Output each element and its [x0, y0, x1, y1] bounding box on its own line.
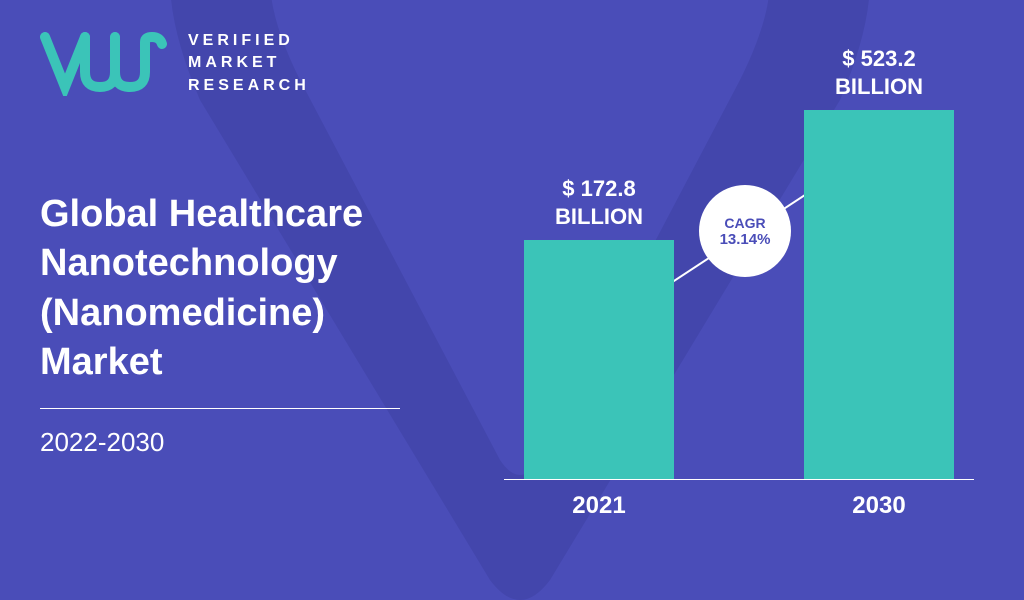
bar-2030-unit: BILLION	[835, 74, 923, 99]
bar-2030-prefix: $	[842, 46, 854, 71]
bar-2021-value: 172.8	[581, 176, 636, 201]
cagr-badge: CAGR 13.14%	[699, 185, 791, 277]
date-range: 2022-2030	[40, 427, 440, 458]
title-divider	[40, 408, 400, 409]
page-title: Global Healthcare Nanotechnology (Nanome…	[40, 190, 440, 388]
bar-2021-value-label: $ 172.8 BILLION	[524, 175, 674, 232]
bar-2030-fill	[804, 110, 954, 480]
logo-mark-icon	[40, 32, 170, 96]
logo: VERIFIED MARKET RESEARCH	[40, 30, 310, 97]
logo-line-2: MARKET	[188, 52, 310, 74]
bar-2030: $ 523.2 BILLION 2030	[804, 110, 954, 480]
bar-2030-value: 523.2	[861, 46, 916, 71]
market-chart: $ 172.8 BILLION 2021 $ 523.2 BILLION 203…	[504, 40, 974, 540]
cagr-value: 13.14%	[720, 231, 771, 248]
bar-2021-fill	[524, 240, 674, 480]
logo-text: VERIFIED MARKET RESEARCH	[188, 30, 310, 97]
bar-2021-unit: BILLION	[555, 204, 643, 229]
bar-2021-year: 2021	[524, 492, 674, 520]
bar-2030-value-label: $ 523.2 BILLION	[804, 45, 954, 102]
logo-line-1: VERIFIED	[188, 30, 310, 52]
cagr-label: CAGR	[724, 215, 765, 231]
title-block: Global Healthcare Nanotechnology (Nanome…	[40, 190, 440, 458]
bar-2021-prefix: $	[562, 176, 574, 201]
bar-2030-year: 2030	[804, 492, 954, 520]
chart-baseline	[504, 479, 974, 480]
logo-line-3: RESEARCH	[188, 75, 310, 97]
bar-2021: $ 172.8 BILLION 2021	[524, 240, 674, 480]
